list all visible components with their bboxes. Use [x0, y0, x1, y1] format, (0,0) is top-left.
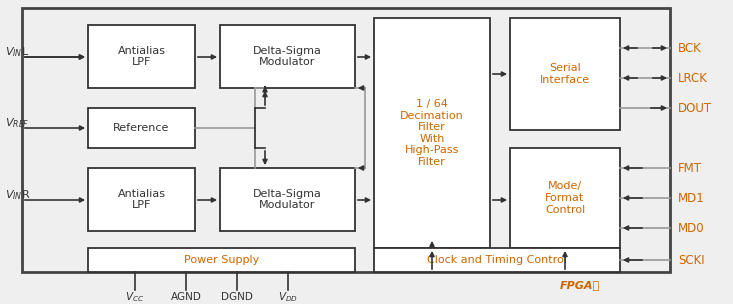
Bar — [88, 108, 195, 148]
Bar — [220, 168, 355, 231]
Bar — [510, 18, 620, 130]
Text: $V_{CC}$: $V_{CC}$ — [125, 290, 144, 304]
Text: LRCK: LRCK — [678, 71, 708, 85]
Text: FMT: FMT — [678, 161, 702, 174]
Text: SCKI: SCKI — [678, 254, 704, 267]
Text: Clock and Timing Control: Clock and Timing Control — [427, 255, 567, 265]
Text: Power Supply: Power Supply — [184, 255, 259, 265]
Text: $V_{DD}$: $V_{DD}$ — [278, 290, 298, 304]
Bar — [374, 18, 490, 248]
Text: MD0: MD0 — [678, 222, 704, 234]
Bar — [510, 148, 620, 248]
Text: AGND: AGND — [171, 292, 202, 302]
Bar — [88, 168, 195, 231]
Text: Delta-Sigma
Modulator: Delta-Sigma Modulator — [253, 189, 322, 210]
Text: MD1: MD1 — [678, 192, 704, 205]
Text: $V_{IN}$R: $V_{IN}$R — [5, 188, 31, 202]
Text: $V_{REF}$: $V_{REF}$ — [5, 116, 29, 130]
Text: DGND: DGND — [221, 292, 253, 302]
Bar — [22, 8, 670, 272]
Text: Delta-Sigma
Modulator: Delta-Sigma Modulator — [253, 46, 322, 67]
Text: Antialias
LPF: Antialias LPF — [117, 46, 166, 67]
Bar — [374, 248, 620, 272]
Text: Mode/
Format
Control: Mode/ Format Control — [545, 181, 585, 215]
Text: FPGA开: FPGA开 — [560, 280, 600, 290]
Text: Serial
Interface: Serial Interface — [540, 63, 590, 85]
Text: Reference: Reference — [114, 123, 169, 133]
Bar — [88, 25, 195, 88]
Bar — [88, 248, 355, 272]
Text: $V_{IN}$L: $V_{IN}$L — [5, 45, 29, 59]
Text: DOUT: DOUT — [678, 102, 712, 115]
Text: Antialias
LPF: Antialias LPF — [117, 189, 166, 210]
Bar — [220, 25, 355, 88]
Text: BCK: BCK — [678, 42, 701, 54]
Text: 1 / 64
Decimation
Filter
With
High-Pass
Filter: 1 / 64 Decimation Filter With High-Pass … — [400, 99, 464, 167]
